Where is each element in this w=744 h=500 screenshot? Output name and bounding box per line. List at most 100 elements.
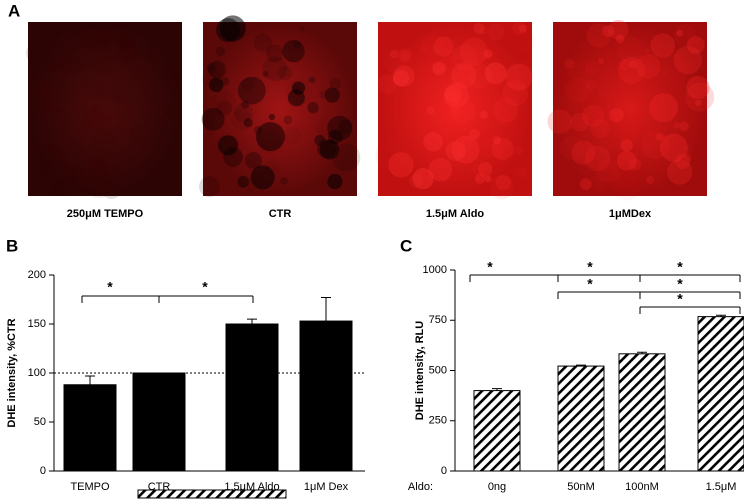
texture [59, 138, 86, 166]
texture [88, 159, 109, 180]
texture [91, 140, 106, 155]
significance-bracket [469, 274, 741, 282]
texture [505, 63, 533, 91]
texture [106, 76, 117, 87]
texture [282, 40, 305, 63]
texture [451, 63, 477, 89]
texture [426, 106, 435, 115]
y-tick-label: 1000 [423, 264, 447, 276]
texture [54, 128, 66, 141]
texture [285, 79, 313, 106]
texture [98, 92, 105, 99]
texture [415, 102, 424, 111]
significance-star: * [677, 291, 683, 307]
texture [412, 168, 434, 190]
bar [225, 323, 279, 472]
texture [119, 43, 140, 64]
texture [474, 173, 486, 184]
texture [570, 112, 590, 132]
texture [615, 34, 625, 44]
texture [515, 166, 528, 179]
x-tick-label: 100nM [625, 481, 659, 493]
texture [596, 158, 621, 183]
texture [253, 126, 263, 135]
texture [29, 83, 52, 106]
error-bar [576, 364, 586, 367]
image-caption: 250μM TEMPO [67, 208, 144, 220]
texture [53, 80, 76, 103]
texture [597, 58, 605, 65]
texture [612, 109, 625, 122]
texture [388, 152, 414, 178]
texture [243, 118, 253, 128]
texture [257, 129, 283, 154]
texture [114, 79, 139, 104]
y-tick-label: 500 [429, 364, 447, 376]
texture [429, 62, 442, 75]
texture [79, 80, 88, 89]
bar [618, 353, 666, 472]
texture [393, 65, 415, 87]
y-tick-label: 0 [40, 465, 46, 477]
texture [469, 128, 480, 140]
texture [392, 70, 410, 87]
texture [421, 33, 444, 57]
x-tick-label: 1μM Dex [304, 481, 349, 493]
texture [584, 60, 600, 76]
texture [493, 97, 519, 123]
texture [104, 91, 114, 101]
texture [646, 176, 655, 185]
texture [686, 75, 710, 100]
significance-star: * [487, 259, 493, 275]
texture [686, 36, 705, 54]
texture [618, 59, 630, 71]
significance-bracket [639, 306, 741, 314]
texture [586, 23, 611, 48]
texture [547, 109, 572, 134]
texture [423, 132, 443, 152]
texture [430, 62, 450, 82]
texture [495, 174, 512, 191]
texture [307, 101, 319, 114]
texture [512, 21, 526, 36]
texture [107, 80, 132, 106]
error-bar [321, 297, 331, 322]
texture [450, 99, 475, 124]
bar [63, 384, 117, 472]
texture [616, 35, 644, 64]
texture [451, 135, 480, 164]
texture [439, 172, 451, 183]
texture [241, 78, 256, 92]
texture [328, 129, 343, 145]
texture [479, 110, 489, 120]
texture [219, 15, 246, 42]
texture [268, 113, 276, 121]
texture [25, 41, 49, 65]
texture [113, 95, 122, 104]
texture [641, 131, 670, 160]
texture [467, 63, 493, 89]
texture [473, 23, 485, 34]
texture [678, 96, 693, 111]
significance-star: * [202, 279, 208, 295]
texture [398, 48, 412, 62]
panel-label: C [400, 236, 412, 255]
texture [675, 153, 691, 169]
texture [216, 18, 240, 43]
texture [683, 153, 692, 162]
texture [560, 136, 584, 161]
texture [206, 63, 216, 73]
texture [489, 175, 514, 200]
y-tick-label: 750 [429, 314, 447, 326]
texture [564, 59, 574, 69]
texture [220, 76, 230, 86]
texture [667, 159, 693, 185]
texture [161, 72, 178, 89]
texture [84, 56, 99, 71]
texture [518, 24, 528, 33]
texture [68, 179, 75, 187]
texture [338, 119, 353, 134]
micrograph [203, 22, 357, 196]
texture [492, 136, 502, 145]
micrograph [553, 22, 707, 196]
